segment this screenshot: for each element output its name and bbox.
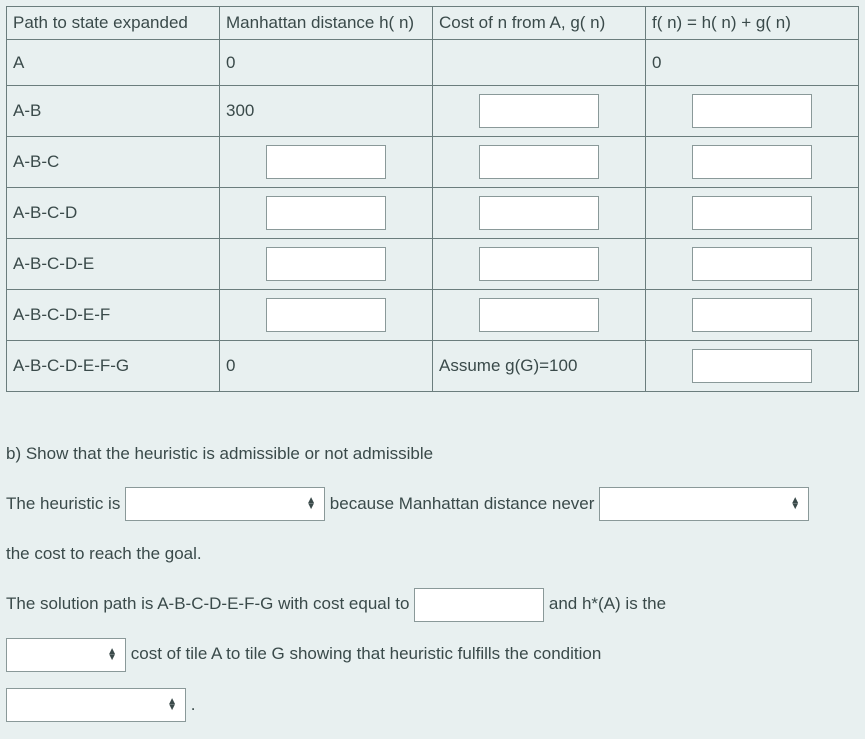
input-h[interactable] (266, 298, 386, 332)
cell-f (646, 188, 859, 239)
cell-path: A-B-C-D (7, 188, 220, 239)
select-cost-type[interactable]: ▲▼ (6, 638, 126, 672)
cell-h (220, 290, 433, 341)
input-g[interactable] (479, 298, 599, 332)
text-and-hstar: and h*(A) is the (549, 594, 666, 613)
input-f[interactable] (692, 298, 812, 332)
cell-g: Assume g(G)=100 (433, 341, 646, 392)
cell-f (646, 290, 859, 341)
input-f[interactable] (692, 196, 812, 230)
input-h[interactable] (266, 247, 386, 281)
text-cost-tile: cost of tile A to tile G showing that he… (131, 644, 602, 663)
input-g[interactable] (479, 247, 599, 281)
table-row: A-B-C-D-E (7, 239, 859, 290)
cell-h: 300 (220, 86, 433, 137)
cell-g (433, 188, 646, 239)
text-cost-reach: the cost to reach the goal. (6, 544, 202, 563)
cell-path: A-B-C-D-E-F (7, 290, 220, 341)
select-admissible[interactable]: ▲▼ (125, 487, 325, 521)
cell-f: 0 (646, 40, 859, 86)
col-f: f( n) = h( n) + g( n) (646, 7, 859, 40)
input-h[interactable] (266, 196, 386, 230)
input-g[interactable] (479, 145, 599, 179)
part-b-title: b) Show that the heuristic is admissible… (6, 442, 859, 466)
input-f[interactable] (692, 349, 812, 383)
col-path: Path to state expanded (7, 7, 220, 40)
cell-g (433, 86, 646, 137)
table-row: A-B-C-D-E-F (7, 290, 859, 341)
input-g[interactable] (479, 94, 599, 128)
text-period: . (191, 695, 196, 714)
cell-f (646, 137, 859, 188)
cell-g (433, 290, 646, 341)
col-h: Manhattan distance h( n) (220, 7, 433, 40)
input-cost[interactable] (414, 588, 544, 622)
table-header-row: Path to state expanded Manhattan distanc… (7, 7, 859, 40)
cell-h (220, 188, 433, 239)
table-row: A00 (7, 40, 859, 86)
input-f[interactable] (692, 247, 812, 281)
text-solution-path: The solution path is A-B-C-D-E-F-G with … (6, 594, 414, 613)
input-f[interactable] (692, 94, 812, 128)
cell-h (220, 137, 433, 188)
cell-path: A-B-C-D-E-F-G (7, 341, 220, 392)
text-heuristic-is: The heuristic is (6, 494, 125, 513)
cell-g (433, 239, 646, 290)
astar-table: Path to state expanded Manhattan distanc… (6, 6, 859, 392)
cell-path: A (7, 40, 220, 86)
table-row: A-B300 (7, 86, 859, 137)
cell-f (646, 341, 859, 392)
select-never[interactable]: ▲▼ (599, 487, 809, 521)
cell-h: 0 (220, 40, 433, 86)
text-because: because Manhattan distance never (330, 494, 599, 513)
col-g: Cost of n from A, g( n) (433, 7, 646, 40)
cell-path: A-B-C-D-E (7, 239, 220, 290)
cell-h (220, 239, 433, 290)
input-f[interactable] (692, 145, 812, 179)
cell-h: 0 (220, 341, 433, 392)
select-condition[interactable]: ▲▼ (6, 688, 186, 722)
table-row: A-B-C (7, 137, 859, 188)
table-row: A-B-C-D-E-F-G0Assume g(G)=100 (7, 341, 859, 392)
input-h[interactable] (266, 145, 386, 179)
cell-path: A-B (7, 86, 220, 137)
table-row: A-B-C-D (7, 188, 859, 239)
cell-g (433, 137, 646, 188)
cell-path: A-B-C (7, 137, 220, 188)
cell-f (646, 239, 859, 290)
part-b-section: b) Show that the heuristic is admissible… (6, 442, 859, 727)
input-g[interactable] (479, 196, 599, 230)
cell-f (646, 86, 859, 137)
cell-g (433, 40, 646, 86)
